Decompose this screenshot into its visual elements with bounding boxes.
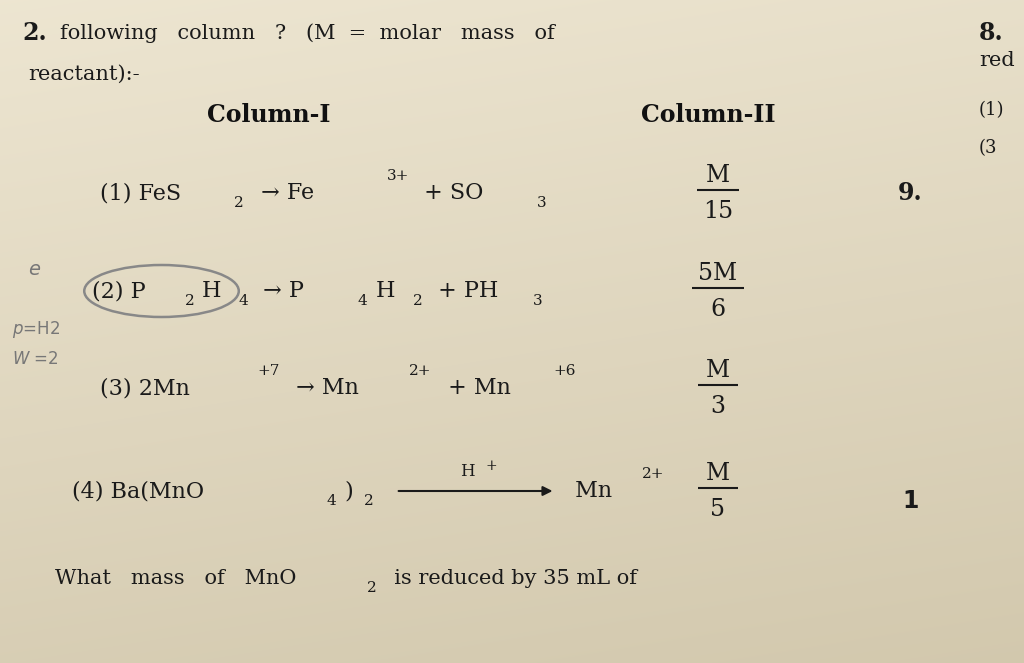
Text: What   mass   of   MnO: What mass of MnO: [55, 568, 296, 587]
Text: 5M: 5M: [698, 261, 737, 284]
Text: Column-II: Column-II: [641, 103, 775, 127]
Text: (4) Ba(MnO: (4) Ba(MnO: [72, 480, 204, 502]
Text: (3) 2Mn: (3) 2Mn: [99, 377, 189, 399]
Text: 5: 5: [711, 497, 725, 520]
Text: 3: 3: [711, 394, 725, 418]
Text: 2: 2: [364, 494, 374, 508]
Text: 8.: 8.: [979, 21, 1004, 45]
Text: + PH: + PH: [431, 280, 498, 302]
Text: red: red: [979, 51, 1015, 70]
Text: e: e: [28, 259, 40, 278]
Text: 4: 4: [239, 294, 248, 308]
Text: is reduced by 35 mL of: is reduced by 35 mL of: [381, 568, 637, 587]
Text: + Mn: + Mn: [440, 377, 511, 399]
Text: H: H: [202, 280, 221, 302]
Text: ): ): [344, 480, 352, 502]
Text: (3: (3: [979, 139, 997, 157]
Text: + SO: + SO: [417, 182, 483, 204]
Text: 3: 3: [537, 196, 546, 210]
Text: +: +: [485, 459, 498, 473]
Text: M: M: [706, 164, 730, 186]
Text: M: M: [706, 461, 730, 485]
Text: 9.: 9.: [897, 181, 922, 205]
Text: M: M: [706, 359, 730, 381]
Text: → P: → P: [256, 280, 304, 302]
Text: 2.: 2.: [22, 21, 46, 45]
Text: (2) P: (2) P: [92, 280, 145, 302]
Text: H: H: [376, 280, 395, 302]
Text: 2+: 2+: [409, 364, 431, 378]
Text: (1): (1): [979, 101, 1005, 119]
Text: $\it{W}$ =2: $\it{W}$ =2: [12, 350, 58, 368]
Text: 6: 6: [711, 298, 725, 320]
Text: Column-I: Column-I: [208, 103, 331, 127]
Text: reactant):-: reactant):-: [28, 65, 139, 84]
Text: +6: +6: [553, 364, 575, 378]
Text: (1) FeS: (1) FeS: [99, 182, 181, 204]
Text: following   column   ?   (M  =  molar   mass   of: following column ? (M = molar mass of: [59, 23, 555, 42]
Text: 2: 2: [413, 294, 423, 308]
Text: 2: 2: [184, 294, 195, 308]
Text: 1: 1: [902, 489, 919, 513]
Text: H: H: [460, 463, 475, 479]
Text: Mn: Mn: [568, 480, 612, 502]
Text: $\it{p}$=H2: $\it{p}$=H2: [12, 318, 60, 339]
Text: 3+: 3+: [387, 169, 410, 183]
Text: +7: +7: [257, 364, 280, 378]
Text: 15: 15: [702, 200, 733, 223]
Text: → Fe: → Fe: [254, 182, 314, 204]
Text: 4: 4: [358, 294, 368, 308]
Text: 4: 4: [326, 494, 336, 508]
Text: → Mn: → Mn: [289, 377, 359, 399]
Text: 2+: 2+: [642, 467, 665, 481]
Text: 2: 2: [234, 196, 244, 210]
Text: 2: 2: [367, 581, 377, 595]
Text: 3: 3: [532, 294, 542, 308]
